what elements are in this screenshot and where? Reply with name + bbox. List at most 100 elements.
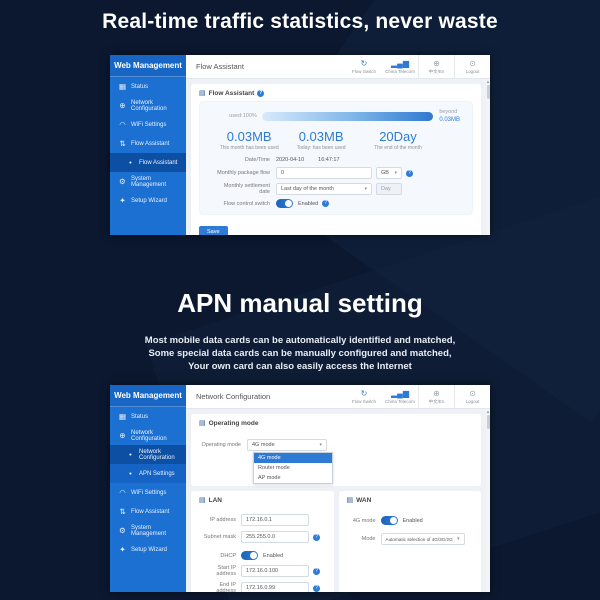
ip-address-label: IP address [209, 517, 236, 523]
ip-address-input[interactable]: 172.16.0.1 [241, 514, 309, 526]
sidebar-subitem-apn-settings[interactable]: • APN Settings [110, 464, 186, 483]
settlement-unit-box: Day [376, 183, 402, 195]
subnet-mask-row: Subnet mask 255.255.0.0 ? [199, 531, 326, 543]
dropdown-option-router[interactable]: Router mode [258, 465, 290, 471]
help-icon[interactable]: ? [406, 169, 413, 177]
help-icon[interactable]: ? [313, 533, 320, 541]
scrollbar[interactable]: ▲ [486, 409, 490, 592]
scrollbar[interactable]: ▲ [486, 79, 490, 235]
grid-icon: ▦ [118, 82, 127, 91]
sidebar-subitem-flow-assistant[interactable]: • Flow Assistant [110, 153, 186, 172]
sidebar-item-network-configuration[interactable]: ⊕ Network Configuration [110, 96, 186, 115]
subnet-mask-input[interactable]: 255.255.0.0 [241, 531, 309, 543]
flow-control-toggle[interactable] [276, 199, 293, 208]
bullet-icon: • [129, 450, 132, 459]
sidebar-item-flow-assistant[interactable]: ⇅ Flow Assistant [110, 134, 186, 153]
date-value: 2020-04-10 [276, 157, 305, 163]
flow-unit-value: GB [381, 170, 389, 176]
action-label: 中文/En [428, 68, 445, 74]
save-button[interactable]: Save [199, 226, 228, 235]
dhcp-toggle[interactable] [241, 551, 258, 560]
end-ip-input[interactable]: 172.16.0.99 [241, 582, 309, 592]
carrier-indicator[interactable]: ▂▄▆ China Telecom [382, 385, 418, 408]
sidebar-item-network-configuration[interactable]: ⊕ Network Configuration [110, 426, 186, 445]
card-title: Operating mode [208, 419, 259, 427]
language-toggle-button[interactable]: ⊕ 中文/En [418, 55, 454, 78]
save-row: Save [199, 220, 473, 235]
action-label: Logout [465, 69, 480, 74]
help-icon[interactable]: ? [313, 584, 320, 592]
scroll-up-arrow[interactable]: ▲ [486, 79, 490, 84]
settlement-label: Monthly settlement date [223, 183, 270, 195]
flow-switch-row: Flow control switch Enabled ? [212, 199, 460, 208]
operating-mode-dropdown: 4G mode Router mode AP mode [253, 452, 333, 484]
settlement-select[interactable]: Last day of the month ▾ [276, 183, 372, 195]
lan-card: ▤ LAN IP address 172.16.0.1 Subnet mask … [191, 491, 334, 592]
sidebar-title: Web Management [110, 55, 186, 77]
sidebar-item-status[interactable]: ▦ Status [110, 407, 186, 426]
help-icon[interactable]: ? [322, 200, 330, 207]
wan-4g-row: 4G mode Enabled [347, 516, 474, 525]
flow-unit-select[interactable]: GB ▾ [376, 167, 402, 179]
page-title: Network Configuration [196, 392, 271, 401]
sidebar-item-setup-wizard[interactable]: ✦ Setup Wizard [110, 191, 186, 210]
help-icon[interactable]: ? [313, 567, 320, 575]
dropdown-option-ap[interactable]: AP mode [258, 475, 281, 481]
operating-mode-select[interactable]: 4G mode ▾ [247, 439, 327, 451]
stat-today: 0.03MB Today: has been used [286, 129, 355, 151]
scroll-up-arrow[interactable]: ▲ [486, 409, 490, 414]
flow-switch-button[interactable]: ↻ Flow Switch [346, 55, 382, 78]
datetime-row: Date/Time 2020-04-10 16:47:17 [212, 157, 460, 163]
usage-bar-row: used:100% beyond 0.03MB [212, 109, 460, 123]
dropdown-option-4g[interactable]: 4G mode [254, 453, 332, 463]
logout-button[interactable]: ⊙ Logout [454, 55, 490, 78]
topbar: Flow Assistant ↻ Flow Switch ▂▄▆ China T… [186, 55, 490, 79]
card-header: ▤ Flow Assistant ? [199, 89, 473, 97]
gear-icon: ⚙ [119, 177, 126, 186]
scrollbar-thumb[interactable] [486, 85, 490, 99]
sidebar-item-label: WiFi Settings [131, 489, 167, 496]
chevron-down-icon: ▾ [394, 170, 397, 176]
flow-switch-icon: ↻ [360, 389, 368, 398]
action-label: 中文/En [428, 398, 445, 404]
sidebar-item-wifi-settings[interactable]: ◠ WiFi Settings [110, 115, 186, 134]
stat-caption: Today: has been used [296, 145, 346, 151]
flow-switch-button[interactable]: ↻ Flow Switch [346, 385, 382, 408]
hero-subtitle-line: Most mobile data cards can be automatica… [144, 335, 456, 346]
stat-caption: This month has been used [219, 145, 279, 151]
toggle-state-label: Enabled [298, 200, 319, 207]
monthly-flow-input[interactable]: 0 [276, 167, 372, 179]
sidebar-item-status[interactable]: ▦ Status [110, 77, 186, 96]
topbar-actions: ↻ Flow Switch ▂▄▆ China Telecom ⊕ 中文/En … [346, 385, 490, 408]
sidebar-subitem-network-configuration[interactable]: • Network Configuration [110, 445, 186, 464]
chevron-down-icon: ▾ [364, 186, 367, 192]
chevron-down-icon: ▾ [456, 536, 460, 542]
wan-4g-toggle[interactable] [380, 516, 398, 525]
sidebar-item-setup-wizard[interactable]: ✦ Setup Wizard [110, 540, 186, 559]
sidebar-item-label: APN Settings [139, 470, 175, 477]
screenshot-network-configuration: Web Management ▦ Status ⊕ Network Config… [110, 385, 490, 592]
sidebar-item-system-management[interactable]: ⚙ System Management [110, 521, 186, 540]
stat-value: 0.03MB [226, 129, 272, 144]
dhcp-label: DHCP [220, 552, 236, 559]
card-title: LAN [208, 496, 222, 504]
card-header: ▤ Operating mode [199, 419, 473, 428]
hero-subtitle-line: Your own card can also easily access the… [188, 361, 412, 372]
wan-mode-select[interactable]: Automatic selection of 4G/3G/2G ▾ [380, 533, 465, 545]
sliders-icon: ⇅ [119, 139, 126, 148]
scrollbar-thumb[interactable] [486, 415, 490, 429]
sidebar-item-wifi-settings[interactable]: ◠ WiFi Settings [110, 483, 186, 502]
stat-caption: The end of the month [374, 145, 422, 151]
carrier-indicator[interactable]: ▂▄▆ China Telecom [382, 55, 418, 78]
wifi-icon: ◠ [119, 120, 126, 129]
hero-title-traffic: Real-time traffic statistics, never wast… [102, 10, 498, 33]
language-toggle-button[interactable]: ⊕ 中文/En [418, 385, 454, 408]
logout-button[interactable]: ⊙ Logout [454, 385, 490, 408]
start-ip-input[interactable]: 172.16.0.100 [241, 565, 309, 577]
signal-bars-icon: ▂▄▆ [391, 389, 409, 398]
sidebar-item-flow-assistant[interactable]: ⇅ Flow Assistant [110, 502, 186, 521]
sidebar-item-label: WiFi Settings [131, 121, 167, 128]
help-icon[interactable]: ? [257, 89, 265, 97]
sidebar-item-system-management[interactable]: ⚙ System Management [110, 172, 186, 191]
